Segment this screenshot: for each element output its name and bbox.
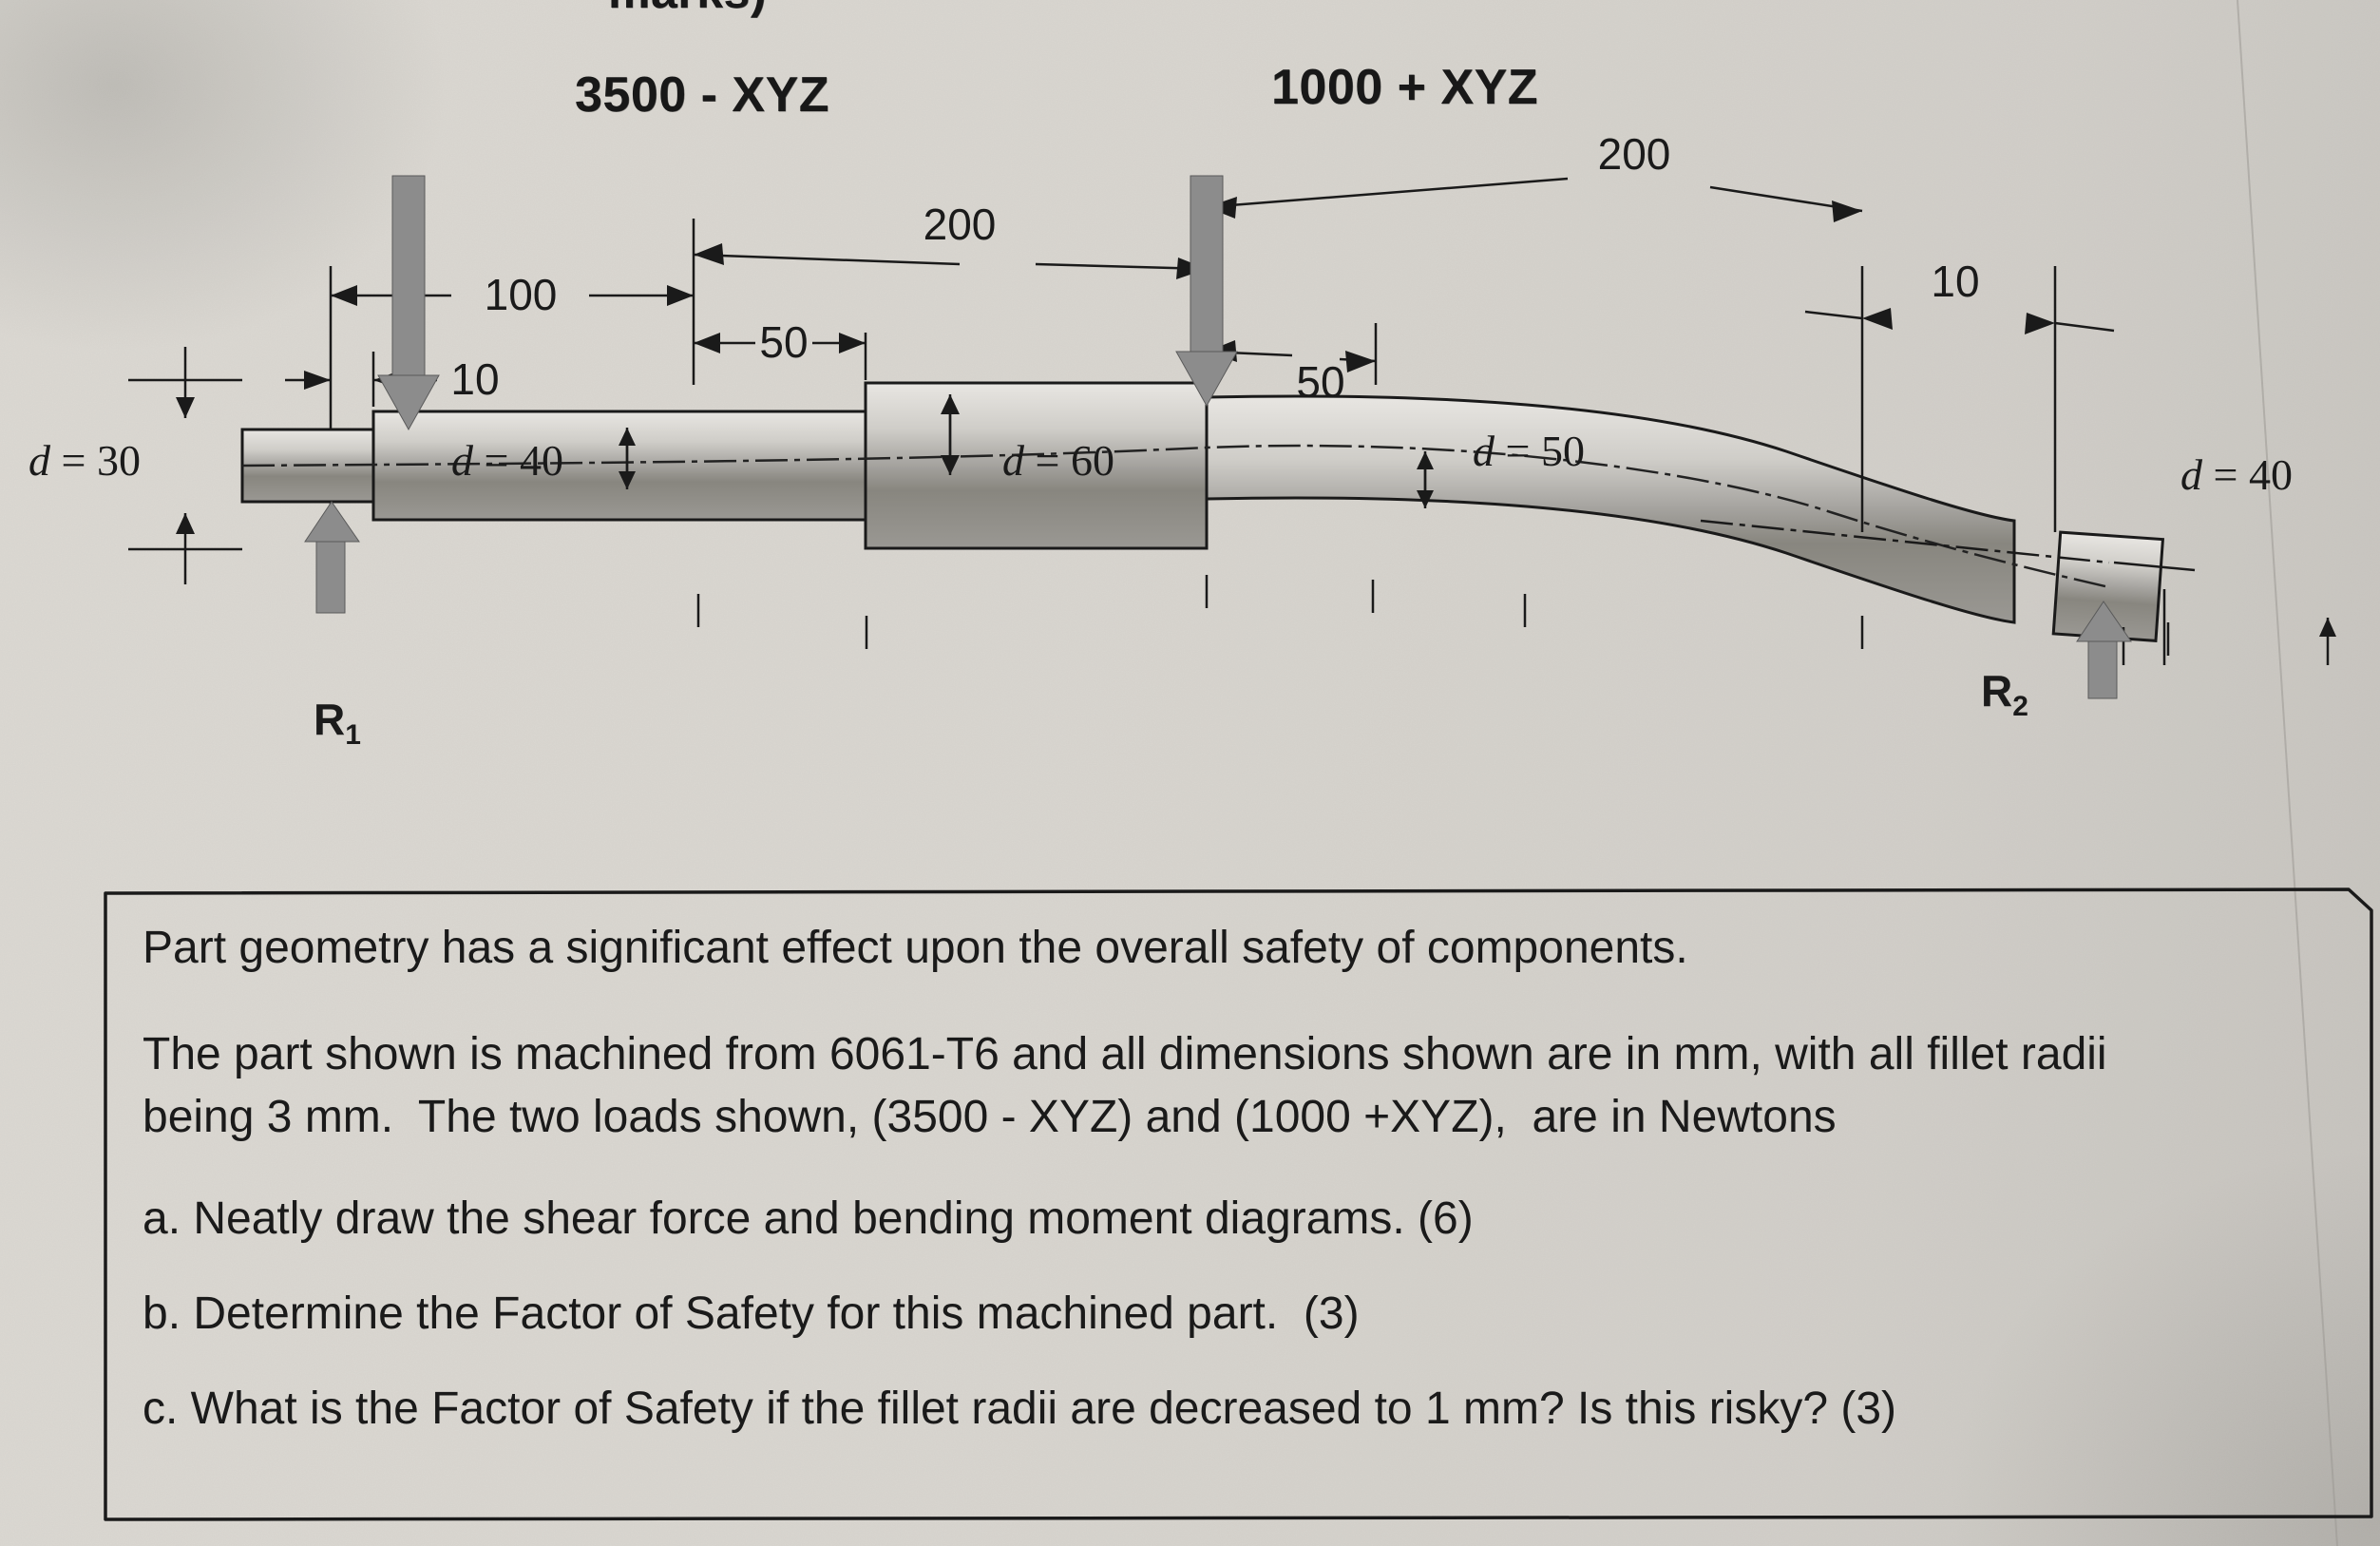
svg-text:50: 50 [1296,357,1344,407]
svg-text:10: 10 [450,354,499,404]
svg-text:100: 100 [485,270,558,319]
svg-text:d = 60: d = 60 [1002,436,1114,485]
svg-text:d = 30: d = 30 [29,436,141,485]
svg-text:d = 40: d = 40 [2180,450,2293,499]
svg-text:10: 10 [1931,257,1979,306]
svg-text:d = 40: d = 40 [451,436,563,485]
svg-text:d = 50: d = 50 [1473,427,1585,475]
svg-text:200: 200 [923,200,997,249]
svg-text:50: 50 [759,317,808,367]
svg-text:200: 200 [1598,129,1671,179]
